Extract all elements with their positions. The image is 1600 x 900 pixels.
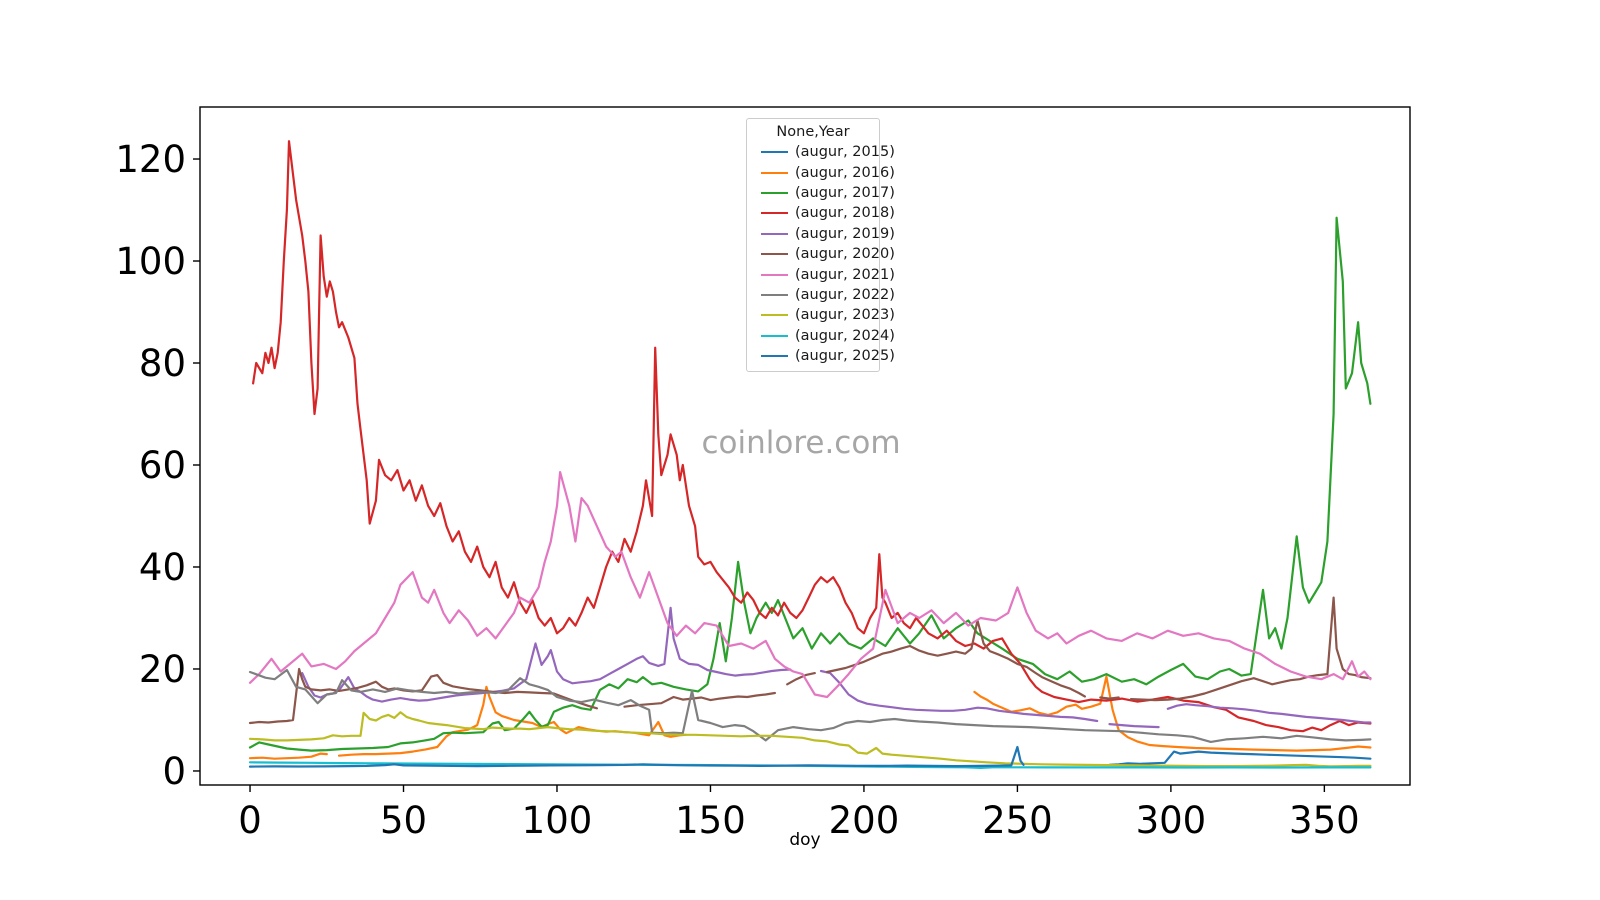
series-line-augur-2022 — [248, 668, 1372, 743]
legend-item-label: (augur, 2020) — [795, 246, 895, 263]
x-tick-label: 150 — [675, 799, 746, 842]
legend-item-label: (augur, 2025) — [795, 348, 895, 365]
x-axis-ticks: 0 50 100 150 200 250 300 350 — [238, 785, 1360, 842]
legend-line-swatch — [761, 191, 788, 194]
legend-item-label: (augur, 2021) — [795, 266, 895, 283]
y-tick-label: 20 — [139, 648, 186, 691]
legend-line-swatch — [761, 253, 788, 256]
x-tick-label: 50 — [380, 799, 427, 842]
legend-item: (augur, 2016) — [753, 162, 895, 182]
x-tick-label: 300 — [1136, 799, 1207, 842]
legend-line-swatch — [761, 273, 788, 276]
x-tick-label: 350 — [1289, 799, 1360, 842]
y-tick-label: 0 — [162, 750, 186, 793]
chart-legend: None,Year (augur, 2015) (augur, 2016) (a… — [746, 118, 895, 373]
legend-item: (augur, 2019) — [753, 224, 895, 244]
legend-line-swatch — [761, 334, 788, 337]
y-tick-label: 40 — [139, 546, 186, 589]
legend-item: (augur, 2020) — [753, 244, 895, 264]
legend-item: (augur, 2018) — [753, 203, 895, 223]
y-axis-ticks: 0 20 40 60 80 100 120 — [115, 138, 200, 793]
legend-item-label: (augur, 2018) — [795, 205, 895, 222]
legend-item: (augur, 2015) — [753, 142, 895, 162]
x-tick-label: 0 — [238, 799, 262, 842]
plot-border — [199, 106, 1411, 786]
legend-item: (augur, 2023) — [753, 305, 895, 325]
x-axis-label: doy — [789, 830, 820, 850]
legend-line-swatch — [761, 232, 788, 235]
legend-item: (augur, 2024) — [753, 326, 895, 346]
plot-series — [248, 140, 1372, 769]
legend-item-label: (augur, 2019) — [795, 225, 895, 242]
series-line-augur-2017 — [248, 216, 1372, 752]
series-line-augur-2025 — [248, 745, 1025, 768]
legend-items: (augur, 2015) (augur, 2016) (augur, 2017… — [753, 142, 895, 366]
series-line-augur-2021 — [248, 471, 1372, 699]
legend-line-swatch — [761, 355, 788, 358]
legend-item-label: (augur, 2017) — [795, 184, 895, 201]
y-tick-label: 60 — [139, 444, 186, 487]
legend-item-label: (augur, 2015) — [795, 144, 895, 161]
legend-line-swatch — [761, 171, 788, 174]
x-tick-label: 200 — [829, 799, 900, 842]
legend-item: (augur, 2025) — [753, 346, 895, 366]
legend-item-label: (augur, 2024) — [795, 327, 895, 344]
legend-item: (augur, 2022) — [753, 285, 895, 305]
legend-item-label: (augur, 2022) — [795, 286, 895, 303]
series-line-augur-2019 — [301, 606, 1372, 729]
x-tick-label: 100 — [522, 799, 593, 842]
y-tick-label: 80 — [139, 342, 186, 385]
y-tick-label: 100 — [115, 240, 186, 283]
legend-line-swatch — [761, 293, 788, 296]
watermark-text: coinlore.com — [701, 425, 900, 461]
y-tick-label: 120 — [115, 138, 186, 181]
legend-item-label: (augur, 2023) — [795, 307, 895, 324]
series-line-augur-2018 — [252, 140, 1372, 733]
legend-title: None,Year — [776, 124, 850, 140]
legend-line-swatch — [761, 151, 788, 154]
legend-item-label: (augur, 2016) — [795, 164, 895, 181]
legend-line-swatch — [761, 212, 788, 215]
x-tick-label: 250 — [982, 799, 1053, 842]
series-line-augur-2023 — [248, 711, 1372, 768]
legend-item: (augur, 2021) — [753, 264, 895, 284]
legend-item: (augur, 2017) — [753, 183, 895, 203]
series-line-augur-2015 — [1108, 750, 1372, 766]
legend-line-swatch — [761, 314, 788, 317]
